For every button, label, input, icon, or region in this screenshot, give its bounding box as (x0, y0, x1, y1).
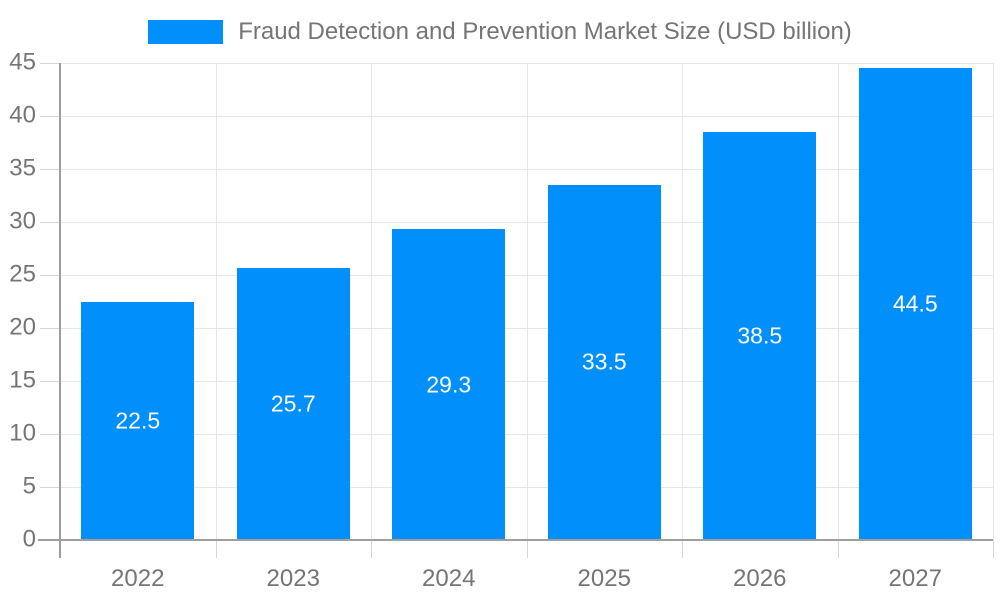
y-tick-label-10: 10 (9, 419, 36, 447)
y-tick-5 (40, 487, 60, 488)
x-axis-label-2026: 2026 (733, 565, 787, 592)
bar-2025[interactable] (547, 184, 661, 540)
bar-2026[interactable] (703, 131, 817, 540)
x-axis-label-2023: 2023 (266, 565, 320, 592)
y-tick-label-0: 0 (22, 525, 36, 553)
y-axis-line (59, 63, 61, 558)
bar-2023[interactable] (236, 267, 350, 540)
v-gridline-4 (682, 63, 683, 540)
y-tick-15 (40, 381, 60, 382)
y-tick-25 (40, 275, 60, 276)
bar-value-label-2027: 44.5 (892, 290, 938, 317)
x-axis-line (38, 539, 993, 541)
bar-value-label-2025: 33.5 (581, 348, 627, 375)
x-tick-6 (993, 540, 994, 558)
y-tick-label-15: 15 (9, 366, 36, 394)
v-gridline-1 (215, 63, 217, 540)
y-tick-10 (40, 434, 60, 435)
x-axis-label-2024: 2024 (422, 565, 476, 592)
legend[interactable]: Fraud Detection and Prevention Market Si… (0, 20, 1000, 44)
bar-value-label-2024: 29.3 (426, 371, 472, 398)
y-tick-30 (40, 222, 60, 223)
y-tick-label-5: 5 (22, 472, 36, 500)
v-gridline-5 (837, 63, 839, 540)
x-tick-4 (682, 540, 683, 558)
y-tick-label-35: 35 (9, 154, 36, 182)
x-axis-label-2025: 2025 (577, 565, 631, 592)
x-tick-2 (371, 540, 372, 558)
v-gridline-3 (526, 63, 528, 540)
y-tick-label-30: 30 (9, 207, 36, 235)
y-tick-35 (40, 169, 60, 170)
legend-label: Fraud Detection and Prevention Market Si… (238, 18, 852, 45)
y-tick-label-45: 45 (9, 48, 36, 76)
bar-2024[interactable] (392, 229, 506, 540)
x-axis-label-2027: 2027 (888, 565, 942, 592)
x-tick-3 (526, 540, 528, 558)
x-tick-5 (837, 540, 839, 558)
x-tick-1 (215, 540, 217, 558)
y-tick-label-25: 25 (9, 260, 36, 288)
bar-value-label-2026: 38.5 (737, 322, 783, 349)
x-axis-label-2022: 2022 (111, 565, 165, 592)
bar-value-label-2022: 22.5 (115, 407, 161, 434)
legend-swatch-icon (148, 20, 224, 44)
y-tick-40 (40, 116, 60, 117)
bar-value-label-2023: 25.7 (270, 390, 316, 417)
bar-2022[interactable] (81, 301, 195, 540)
v-gridline-6 (993, 63, 994, 540)
bar-2027[interactable] (858, 68, 972, 540)
v-gridline-2 (371, 63, 372, 540)
y-tick-label-20: 20 (9, 313, 36, 341)
y-tick-45 (40, 63, 60, 64)
y-tick-label-40: 40 (9, 101, 36, 129)
y-tick-20 (40, 328, 60, 329)
